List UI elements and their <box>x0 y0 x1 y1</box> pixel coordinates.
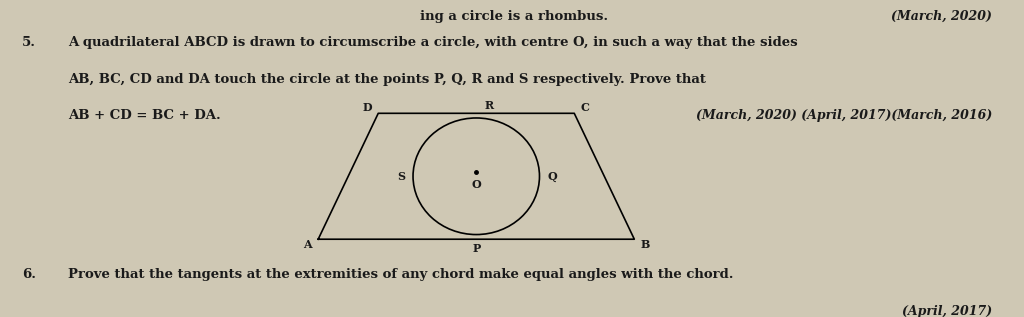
Text: (March, 2020) (April, 2017)(March, 2016): (March, 2020) (April, 2017)(March, 2016) <box>695 109 992 122</box>
Text: A quadrilateral ABCD is drawn to circumscribe a circle, with centre O, in such a: A quadrilateral ABCD is drawn to circums… <box>68 36 798 49</box>
Text: 6.: 6. <box>22 268 36 281</box>
Text: (April, 2017): (April, 2017) <box>902 305 992 317</box>
Text: S: S <box>397 171 404 182</box>
Text: P: P <box>472 243 480 254</box>
Text: O: O <box>471 179 481 190</box>
Text: AB, BC, CD and DA touch the circle at the points P, Q, R and S respectively. Pro: AB, BC, CD and DA touch the circle at th… <box>68 73 706 86</box>
Text: R: R <box>484 100 494 111</box>
Text: Prove that the tangents at the extremities of any chord make equal angles with t: Prove that the tangents at the extremiti… <box>68 268 733 281</box>
Text: D: D <box>362 102 372 113</box>
Text: Q: Q <box>548 171 557 182</box>
Text: B: B <box>640 239 650 250</box>
Text: A: A <box>303 239 312 250</box>
Text: ing a circle is a rhombus.: ing a circle is a rhombus. <box>420 10 608 23</box>
Text: C: C <box>581 102 589 113</box>
Text: 5.: 5. <box>22 36 36 49</box>
Text: (March, 2020): (March, 2020) <box>891 10 992 23</box>
Text: AB + CD = BC + DA.: AB + CD = BC + DA. <box>68 109 220 122</box>
